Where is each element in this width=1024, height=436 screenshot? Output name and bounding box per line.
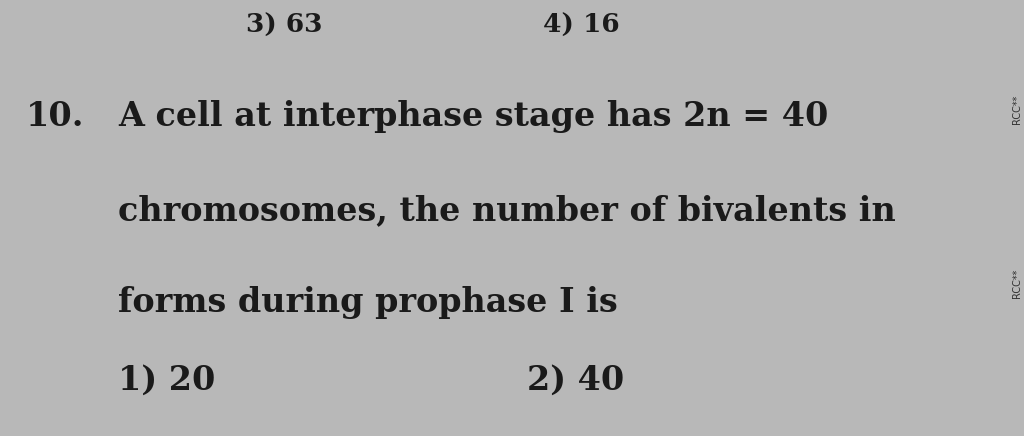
Text: RCC**: RCC** [1012,269,1022,298]
Text: 1) 20: 1) 20 [118,364,215,397]
Text: 4) 16: 4) 16 [543,13,620,38]
Text: 10.: 10. [26,100,84,133]
Text: forms during prophase I is: forms during prophase I is [118,286,617,319]
Text: 3) 63: 3) 63 [246,13,323,38]
Text: A cell at interphase stage has 2n = 40: A cell at interphase stage has 2n = 40 [118,100,828,133]
Text: 2) 40: 2) 40 [527,364,625,397]
Text: RCC**: RCC** [1012,94,1022,124]
Text: chromosomes, the number of bivalents in: chromosomes, the number of bivalents in [118,194,896,227]
